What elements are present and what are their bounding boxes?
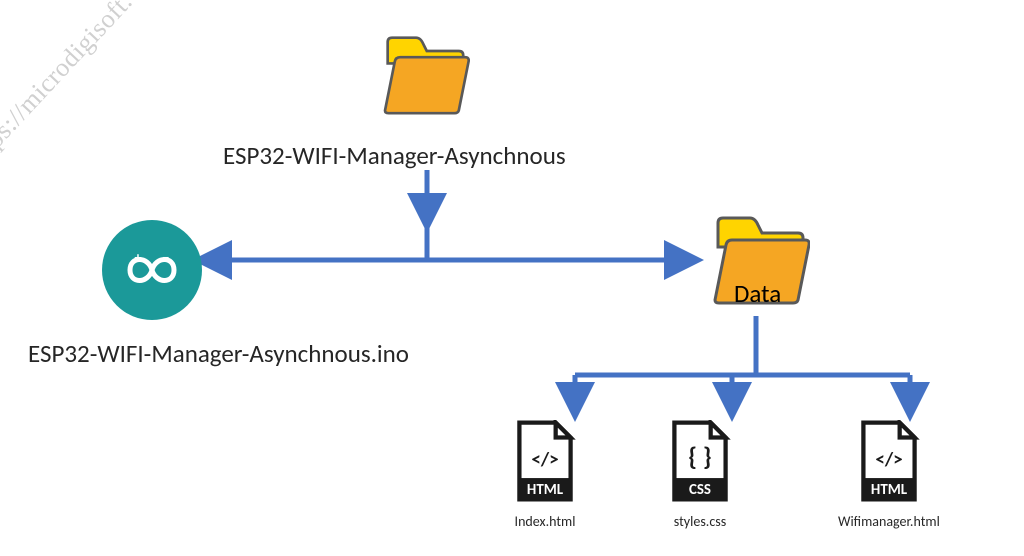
html-file-icon: </> HTML [857, 420, 921, 502]
svg-text:HTML: HTML [527, 481, 564, 499]
svg-text:</>: </> [531, 448, 558, 471]
data-folder-label: Data [734, 278, 781, 309]
root-folder-icon [380, 35, 470, 115]
arduino-icon: +− [100, 218, 204, 322]
root-folder-label: ESP32-WIFI-Manager-Asynchnous [223, 140, 566, 171]
html-file-icon: </> HTML [513, 420, 577, 502]
svg-text:</>: </> [875, 448, 902, 471]
file-css: { } CSS styles.css [668, 420, 732, 530]
file-html: </> HTML Wifimanager.html [838, 420, 940, 530]
svg-text:{ }: { } [688, 441, 711, 472]
file-label: Index.html [513, 513, 577, 530]
ino-file-label: ESP32-WIFI-Manager-Asynchnous.ino [28, 338, 409, 369]
css-file-icon: { } CSS [668, 420, 732, 502]
file-label: Wifimanager.html [838, 513, 940, 530]
file-label: styles.css [668, 513, 732, 530]
svg-text:+: + [135, 249, 142, 266]
svg-text:−: − [163, 249, 170, 266]
svg-text:HTML: HTML [871, 481, 908, 499]
file-html: </> HTML Index.html [513, 420, 577, 530]
svg-text:CSS: CSS [689, 481, 711, 499]
